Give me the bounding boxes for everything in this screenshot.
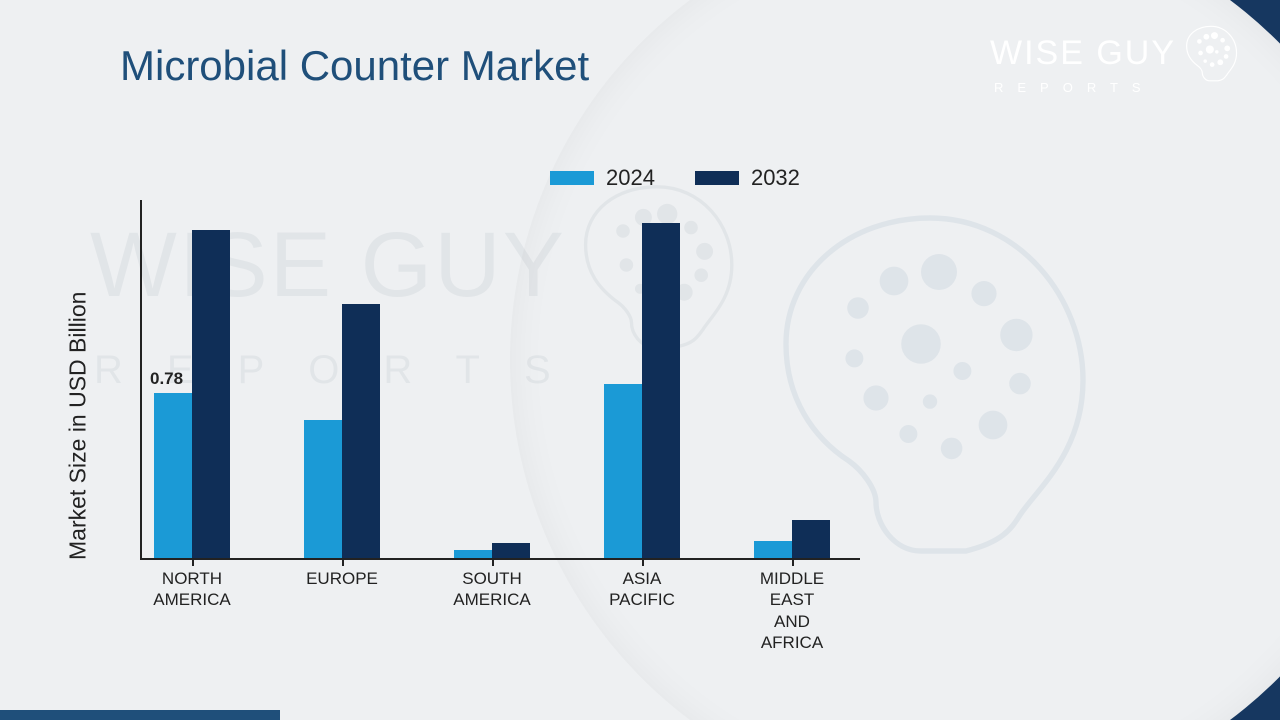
bar-group: 0.78NORTHAMERICA (152, 230, 232, 558)
bar: 0.78 (154, 393, 192, 558)
x-tick-label: MIDDLEEASTANDAFRICA (722, 568, 862, 653)
x-tick-label: NORTHAMERICA (122, 568, 262, 611)
bar (642, 223, 680, 558)
bar (792, 520, 830, 558)
legend-label-2024: 2024 (606, 165, 655, 191)
bar-group: EUROPE (302, 304, 382, 558)
bar (492, 543, 530, 558)
legend-label-2032: 2032 (751, 165, 800, 191)
bar (604, 384, 642, 558)
y-axis-label: Market Size in USD Billion (65, 292, 92, 560)
x-tick-label: ASIAPACIFIC (572, 568, 712, 611)
legend-item-2032: 2032 (695, 165, 800, 191)
bar-value-label: 0.78 (150, 369, 183, 389)
bar-group: SOUTHAMERICA (452, 543, 532, 558)
x-tick-mark (792, 558, 794, 566)
bar-group: ASIAPACIFIC (602, 223, 682, 558)
plot-area: 0.78NORTHAMERICA EUROPE SOUTHAMERICA ASIAPA… (140, 200, 860, 560)
bar (342, 304, 380, 558)
bar (304, 420, 342, 558)
x-tick-mark (642, 558, 644, 566)
brand-text-2: REPORTS (990, 80, 1250, 95)
bar (192, 230, 230, 558)
chart-title: Microbial Counter Market (120, 42, 589, 90)
bottom-accent-bar (0, 710, 280, 720)
page-root: WISE GUY REPORTS WISE GUY (0, 0, 1280, 720)
x-tick-mark (342, 558, 344, 566)
bar (454, 550, 492, 558)
brand-head-icon (1182, 24, 1240, 82)
legend-swatch-2024 (550, 171, 594, 185)
x-tick-mark (192, 558, 194, 566)
bar-group: MIDDLEEASTANDAFRICA (752, 520, 832, 558)
x-tick-label: SOUTHAMERICA (422, 568, 562, 611)
x-tick-mark (492, 558, 494, 566)
bar-chart: Market Size in USD Billion 2024 2032 0.7… (60, 160, 880, 680)
legend-item-2024: 2024 (550, 165, 655, 191)
chart-legend: 2024 2032 (550, 165, 800, 191)
bar (754, 541, 792, 558)
x-tick-label: EUROPE (272, 568, 412, 589)
brand-logo: WISE GUY REPORTS (990, 24, 1250, 95)
legend-swatch-2032 (695, 171, 739, 185)
brand-text-1: WISE GUY (990, 34, 1176, 73)
